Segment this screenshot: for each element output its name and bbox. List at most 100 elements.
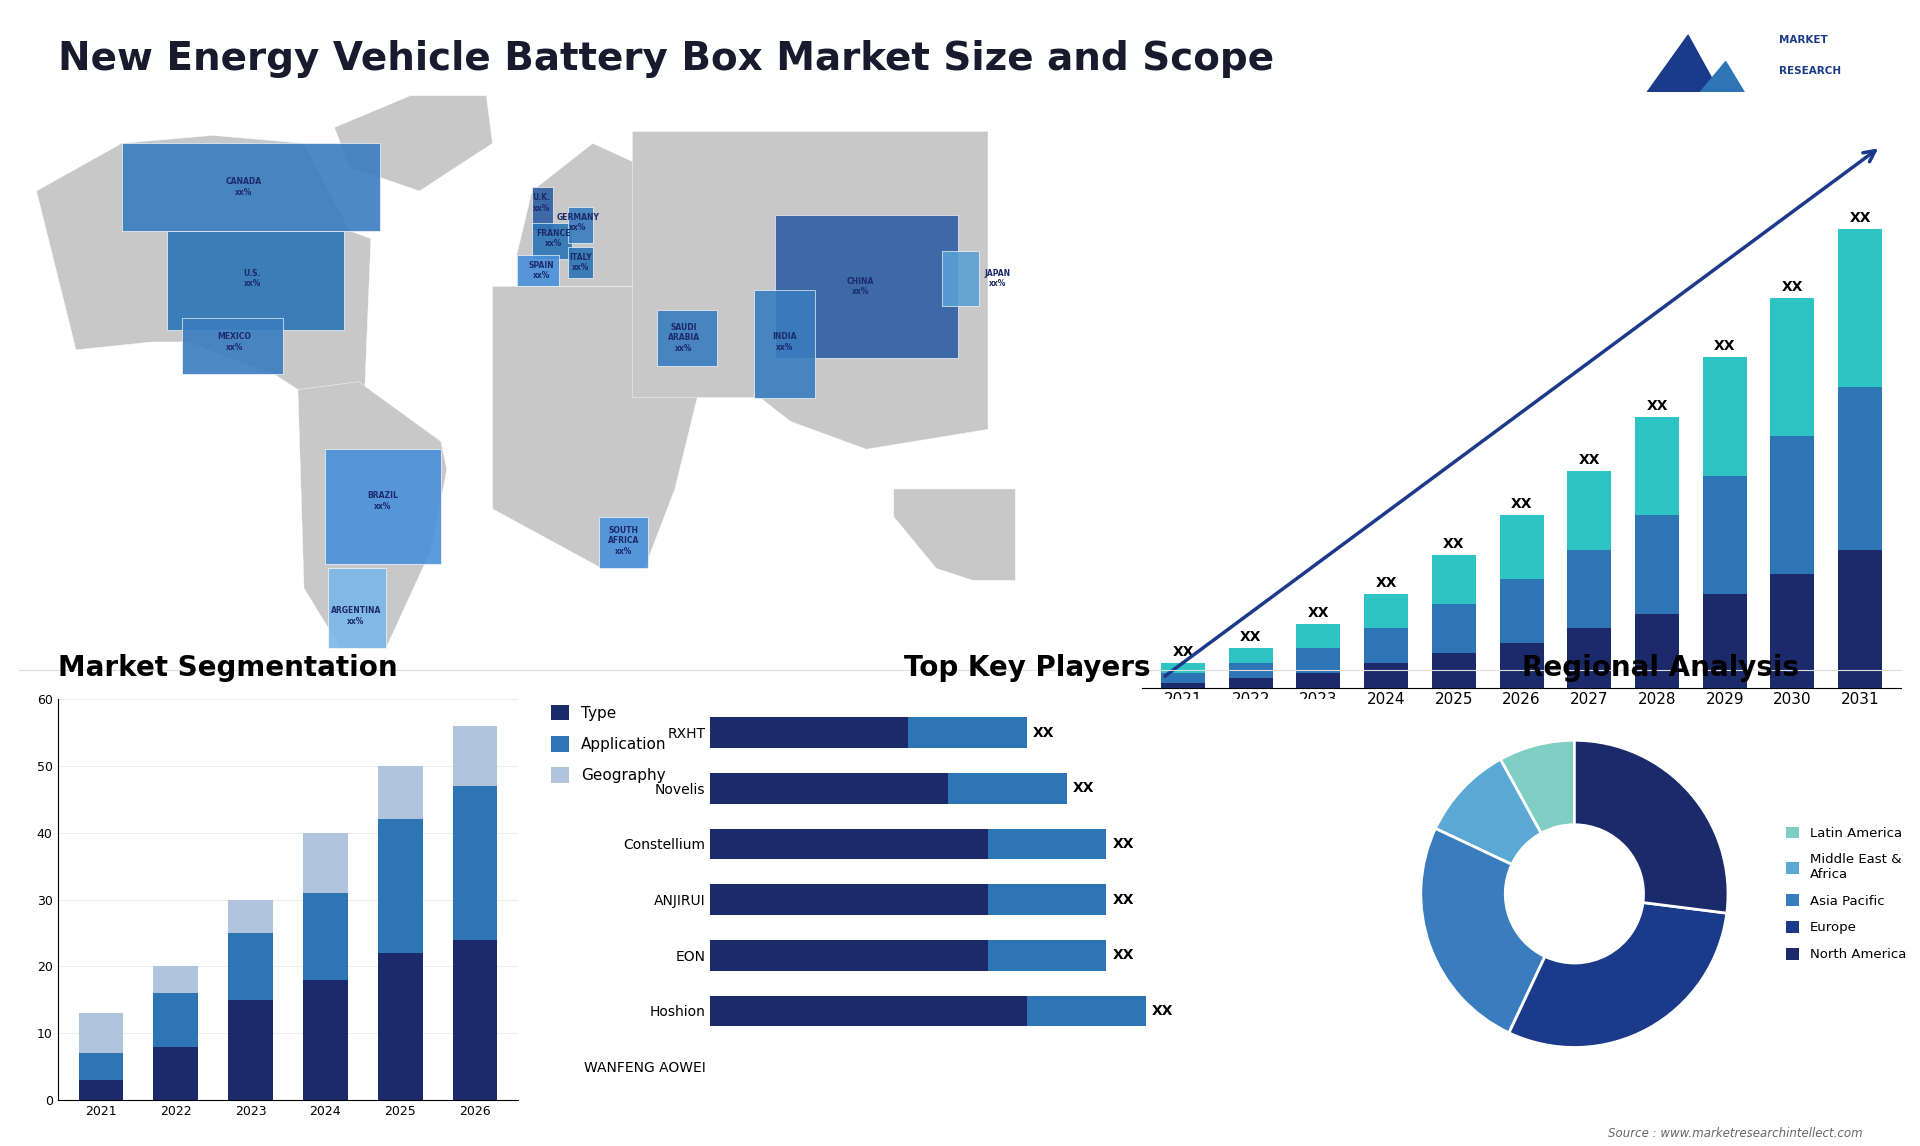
Polygon shape	[182, 319, 282, 374]
Text: U.K.
xx%: U.K. xx%	[532, 194, 549, 213]
Bar	[453, 940, 497, 1100]
Text: XX: XX	[1511, 497, 1532, 511]
Bar	[710, 885, 987, 915]
Polygon shape	[657, 311, 718, 366]
Bar	[1770, 298, 1814, 437]
Text: XX: XX	[1375, 576, 1398, 590]
Bar	[1296, 673, 1340, 688]
Polygon shape	[632, 132, 989, 449]
Bar	[303, 893, 348, 980]
Bar	[378, 766, 422, 819]
Text: XX: XX	[1645, 399, 1668, 413]
Bar	[710, 717, 908, 748]
Text: ARGENTINA
xx%: ARGENTINA xx%	[330, 606, 380, 626]
Bar	[1703, 476, 1747, 594]
Bar	[1432, 604, 1476, 653]
Wedge shape	[1436, 760, 1542, 864]
Bar	[154, 994, 198, 1046]
Bar	[1162, 662, 1206, 673]
Bar	[154, 1046, 198, 1100]
Bar	[378, 953, 422, 1100]
Wedge shape	[1509, 903, 1726, 1047]
Text: Regional Analysis: Regional Analysis	[1523, 654, 1799, 682]
Text: XX: XX	[1849, 211, 1870, 226]
Bar	[79, 1053, 123, 1080]
Bar	[1567, 628, 1611, 688]
Bar	[1365, 628, 1407, 662]
Polygon shape	[568, 246, 593, 278]
Polygon shape	[943, 254, 979, 311]
Text: XX: XX	[1240, 630, 1261, 644]
Polygon shape	[324, 449, 442, 565]
Polygon shape	[516, 143, 662, 286]
Polygon shape	[532, 187, 553, 230]
Text: XX: XX	[1152, 1004, 1173, 1018]
Bar	[1229, 649, 1273, 662]
Polygon shape	[893, 489, 1016, 580]
Text: MARKET: MARKET	[1780, 36, 1828, 46]
Bar	[710, 829, 987, 860]
Bar	[79, 1080, 123, 1100]
Bar	[228, 933, 273, 999]
Polygon shape	[36, 135, 371, 398]
Wedge shape	[1421, 829, 1546, 1033]
Bar	[154, 966, 198, 994]
Text: RESEARCH: RESEARCH	[1780, 65, 1841, 76]
Bar	[1770, 574, 1814, 688]
Text: FRANCE
xx%: FRANCE xx%	[536, 229, 570, 249]
Bar	[1636, 613, 1678, 688]
Text: XX: XX	[1173, 645, 1194, 659]
Text: JAPAN
xx%: JAPAN xx%	[985, 268, 1010, 288]
Bar	[1027, 996, 1146, 1027]
Bar	[1432, 653, 1476, 688]
Bar	[228, 999, 273, 1100]
Bar	[1162, 683, 1206, 688]
Text: CANADA
xx%: CANADA xx%	[225, 178, 261, 197]
Text: XX: XX	[1578, 453, 1599, 466]
Text: BRAZIL
xx%: BRAZIL xx%	[367, 492, 399, 511]
Bar	[1365, 662, 1407, 688]
Text: XX: XX	[1073, 782, 1094, 795]
Polygon shape	[755, 290, 814, 398]
Bar	[1500, 515, 1544, 579]
Polygon shape	[776, 214, 958, 358]
Text: XX: XX	[1112, 948, 1135, 963]
Bar	[1500, 643, 1544, 688]
Bar	[1770, 437, 1814, 574]
Bar	[710, 940, 987, 971]
Bar	[948, 772, 1068, 803]
Text: SAUDI
ARABIA
xx%: SAUDI ARABIA xx%	[668, 323, 701, 353]
Bar	[1703, 594, 1747, 688]
Legend: Latin America, Middle East &
Africa, Asia Pacific, Europe, North America: Latin America, Middle East & Africa, Asi…	[1780, 822, 1910, 966]
Polygon shape	[516, 254, 559, 286]
Text: U.S.
xx%: U.S. xx%	[244, 268, 261, 288]
Bar	[378, 819, 422, 953]
Bar	[1636, 416, 1678, 515]
Bar	[453, 786, 497, 940]
Text: MEXICO
xx%: MEXICO xx%	[217, 332, 252, 352]
Bar	[1500, 579, 1544, 643]
Bar	[987, 940, 1106, 971]
Bar	[1229, 662, 1273, 677]
Bar	[1162, 673, 1206, 683]
Text: XX: XX	[1444, 536, 1465, 550]
Text: New Energy Vehicle Battery Box Market Size and Scope: New Energy Vehicle Battery Box Market Si…	[58, 40, 1273, 78]
Polygon shape	[298, 382, 447, 647]
Text: INTELLECT: INTELLECT	[1780, 96, 1841, 107]
Bar	[987, 829, 1106, 860]
Bar	[453, 725, 497, 786]
Bar	[1837, 229, 1882, 387]
Polygon shape	[532, 222, 572, 259]
Polygon shape	[121, 143, 380, 230]
Text: XX: XX	[1033, 725, 1054, 739]
Bar	[1837, 387, 1882, 550]
Bar	[1837, 550, 1882, 688]
Text: INDIA
xx%: INDIA xx%	[772, 332, 797, 352]
Text: SPAIN
xx%: SPAIN xx%	[528, 261, 555, 280]
Polygon shape	[167, 230, 344, 330]
Bar	[1432, 555, 1476, 604]
Text: XX: XX	[1112, 893, 1135, 906]
Bar	[908, 717, 1027, 748]
Polygon shape	[568, 207, 593, 243]
Bar	[1567, 471, 1611, 550]
